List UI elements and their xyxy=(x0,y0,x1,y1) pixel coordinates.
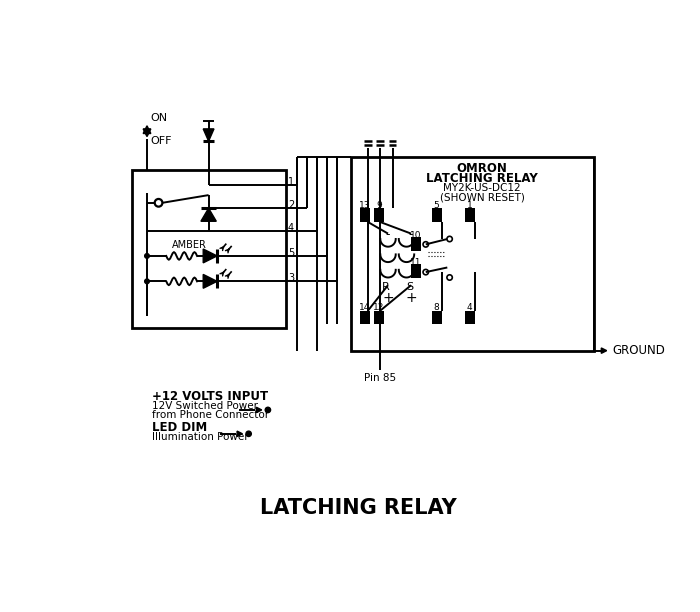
Bar xyxy=(411,264,421,278)
Text: -: - xyxy=(409,228,414,241)
Text: GROUND: GROUND xyxy=(613,344,666,357)
Text: AMBER: AMBER xyxy=(172,240,206,250)
Polygon shape xyxy=(203,249,217,263)
Text: OMRON: OMRON xyxy=(456,162,508,174)
Text: (SHOWN RESET): (SHOWN RESET) xyxy=(440,192,524,203)
Bar xyxy=(411,237,421,252)
Text: 4: 4 xyxy=(288,223,294,233)
Polygon shape xyxy=(203,274,217,288)
Text: MY2K-US-DC12: MY2K-US-DC12 xyxy=(443,183,521,193)
Text: 14: 14 xyxy=(359,303,370,312)
Polygon shape xyxy=(203,129,214,141)
Polygon shape xyxy=(144,129,151,136)
Circle shape xyxy=(145,253,149,258)
Bar xyxy=(360,208,370,222)
Text: 8: 8 xyxy=(433,303,440,312)
Text: 1: 1 xyxy=(288,177,294,187)
Text: LED DIM: LED DIM xyxy=(153,421,208,434)
Text: Illumination Power: Illumination Power xyxy=(153,432,249,442)
Polygon shape xyxy=(144,126,151,133)
Bar xyxy=(432,208,442,222)
Text: +12 VOLTS INPUT: +12 VOLTS INPUT xyxy=(153,390,269,403)
Text: -: - xyxy=(386,228,391,241)
Bar xyxy=(351,157,594,351)
Bar xyxy=(374,311,384,324)
Polygon shape xyxy=(256,407,262,412)
Text: +: + xyxy=(382,291,394,305)
Bar xyxy=(432,311,442,324)
Circle shape xyxy=(145,279,149,283)
Polygon shape xyxy=(237,431,242,436)
Text: 4: 4 xyxy=(467,303,473,312)
Text: 5: 5 xyxy=(433,201,440,209)
Bar xyxy=(465,208,475,222)
Text: LATCHING RELAY: LATCHING RELAY xyxy=(426,171,538,185)
Text: 12: 12 xyxy=(373,303,384,312)
Circle shape xyxy=(265,407,271,412)
Text: 10: 10 xyxy=(410,231,421,240)
Polygon shape xyxy=(201,208,216,222)
Text: Pin 85: Pin 85 xyxy=(364,373,396,382)
Bar xyxy=(360,311,370,324)
Text: 11: 11 xyxy=(410,258,421,267)
Bar xyxy=(465,311,475,324)
Text: 9: 9 xyxy=(376,201,382,209)
Text: 2: 2 xyxy=(288,200,294,210)
Text: R: R xyxy=(382,283,390,293)
Text: OFF: OFF xyxy=(151,136,172,146)
Circle shape xyxy=(246,431,251,436)
Text: LATCHING RELAY: LATCHING RELAY xyxy=(260,499,457,518)
Text: from Phone Connector: from Phone Connector xyxy=(153,409,270,420)
Text: S: S xyxy=(406,283,413,293)
Text: 3: 3 xyxy=(288,274,294,283)
Text: +: + xyxy=(405,291,417,305)
Bar xyxy=(132,170,286,327)
Text: 12V Switched Power: 12V Switched Power xyxy=(153,401,258,411)
Text: ON: ON xyxy=(151,113,168,123)
Text: 1: 1 xyxy=(467,201,473,209)
Text: 13: 13 xyxy=(359,201,371,209)
Polygon shape xyxy=(601,348,607,353)
Bar xyxy=(374,208,384,222)
Text: 5: 5 xyxy=(288,248,294,258)
